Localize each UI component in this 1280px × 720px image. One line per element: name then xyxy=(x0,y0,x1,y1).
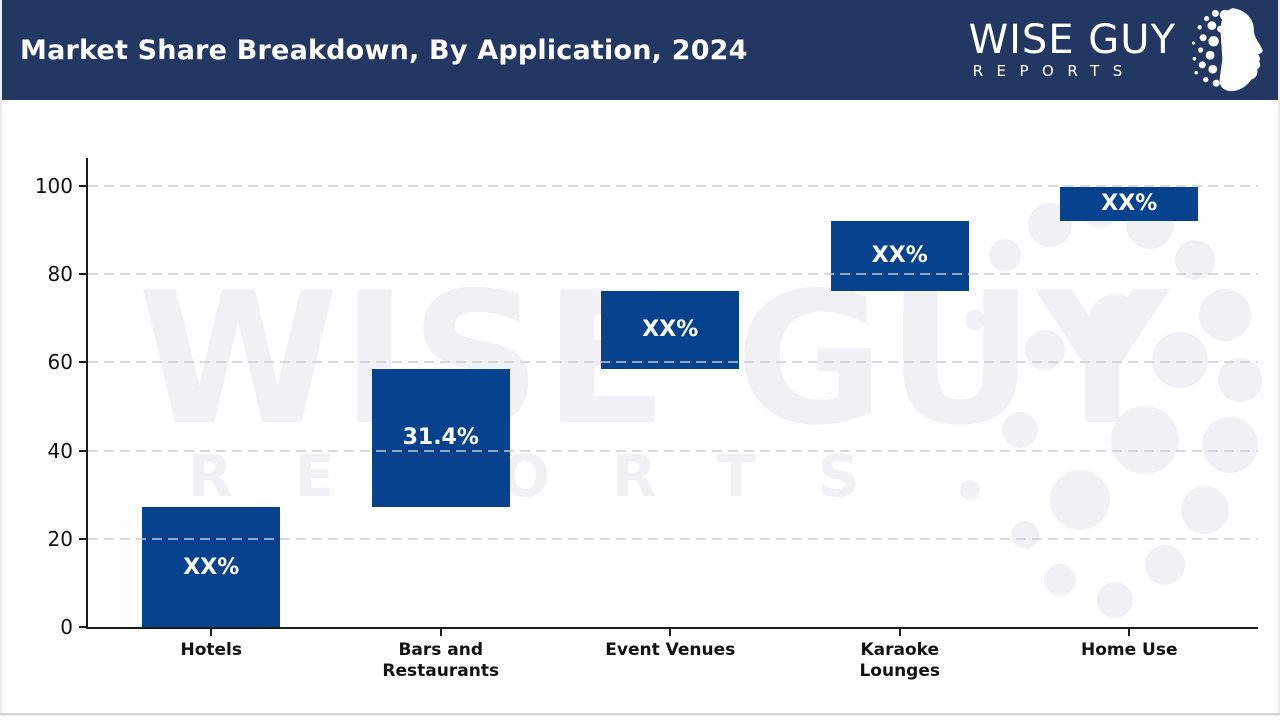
x-axis-label: Home Use xyxy=(1080,640,1178,660)
y-tick xyxy=(79,449,88,452)
bar-hotels: XX% xyxy=(142,507,281,627)
x-tick xyxy=(439,627,442,636)
x-tick xyxy=(898,627,901,636)
y-tick xyxy=(79,537,88,540)
x-tick xyxy=(669,627,672,636)
y-axis-label: 60 xyxy=(47,350,73,375)
page-title: Market Share Breakdown, By Application, … xyxy=(20,34,748,66)
y-axis-line xyxy=(86,158,88,629)
gridline-100 xyxy=(88,185,1258,187)
bar-value-label: XX% xyxy=(1101,191,1158,217)
bar-value-label: XX% xyxy=(871,243,928,269)
y-tick xyxy=(79,626,88,628)
y-axis-label: 40 xyxy=(47,438,73,463)
y-axis-label: 0 xyxy=(60,615,73,639)
wise-guy-logo: WISE GUY REPORTS xyxy=(969,6,1266,94)
logo-face-icon xyxy=(1191,8,1263,92)
y-tick xyxy=(79,273,88,276)
bar-value-label: 31.4% xyxy=(402,425,479,451)
bar-home-use: XX% xyxy=(1060,186,1199,221)
x-axis-label: Bars and Restaurants xyxy=(382,640,500,681)
x-tick xyxy=(210,627,213,636)
watermark-face-dots xyxy=(960,192,1262,618)
logo-text: WISE GUY REPORTS xyxy=(969,20,1176,80)
gridline-40 xyxy=(88,449,1258,452)
x-tick xyxy=(1128,627,1131,636)
y-axis-label: 80 xyxy=(47,262,73,287)
logo-wordmark: WISE GUY xyxy=(968,17,1176,63)
bar-value-label: XX% xyxy=(642,317,699,343)
y-axis-label: 20 xyxy=(47,526,73,551)
y-axis-label: 100 xyxy=(34,174,73,198)
y-tick xyxy=(79,361,88,364)
logo-subtitle: REPORTS xyxy=(972,62,1136,80)
y-tick xyxy=(79,185,88,187)
bar-event-venues: XX% xyxy=(601,290,740,369)
bar-bars-and-restaurants: 31.4% xyxy=(371,368,510,508)
bar-value-label: XX% xyxy=(183,554,240,580)
bar-karaoke-lounges: XX% xyxy=(830,220,969,291)
gridline-20 xyxy=(88,537,1258,540)
footer-divider xyxy=(0,713,1280,715)
x-axis-line xyxy=(86,627,1258,629)
x-axis-label: Event Venues xyxy=(605,640,736,660)
watermark-subtitle: REPORTS xyxy=(188,442,922,510)
gridline-80 xyxy=(88,273,1258,276)
x-axis-label: Karaoke Lounges xyxy=(859,640,941,681)
header-bar: Market Share Breakdown, By Application, … xyxy=(0,0,1280,100)
gridline-60 xyxy=(88,361,1258,364)
x-axis-label: Hotels xyxy=(180,640,242,660)
